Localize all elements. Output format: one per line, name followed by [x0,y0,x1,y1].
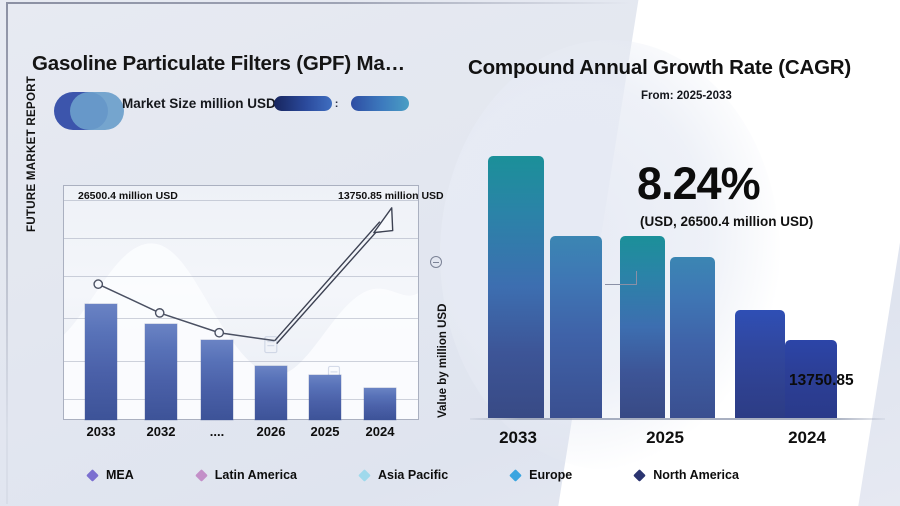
x-label-4: 2025 [310,424,340,439]
x-label-0: 2033 [86,424,116,439]
market-size-legend: Market Size million USD : [122,96,410,111]
bar-2033-primary [488,156,544,418]
legend-diamond-icon [86,468,99,482]
top-border-line [6,2,900,4]
bar-2025 [309,375,341,420]
bar-2032 [145,324,177,420]
bar-2033 [85,304,117,420]
right-chart-title: Compound Annual Growth Rate (CAGR) [468,56,852,79]
bar-2025-primary [620,236,665,418]
trend-line-overlay [93,207,394,345]
x-label-2: .... [209,424,225,439]
x-label-2025: 2025 [646,428,684,447]
market-size-legend-label: Market Size million USD [122,96,276,111]
bar-2024-primary [735,310,785,418]
future-market-report-logo-icon [54,92,124,130]
legend-item-asia-pacific[interactable]: Asia Pacific [358,468,449,482]
gridline [64,276,418,277]
gridline [64,361,418,362]
legend-label: North America [653,468,739,482]
x-label-1: 2032 [146,424,176,439]
bracket-marker [605,271,637,285]
bar-2033-secondary [550,236,602,418]
legend-pill-secondary [351,96,410,111]
left-chart-title: Gasoline Particulate Filters (GPF) Ma… [32,52,405,75]
growth-arrow [274,207,394,345]
gridline [64,200,418,201]
legend-label: MEA [106,468,134,482]
legend-diamond-icon [358,468,371,482]
bar-2025-secondary [670,257,715,418]
right-y-axis-label: Value by million USD [437,303,449,418]
left-caption-start: 26500.4 million USD [78,190,178,202]
legend-item-mea[interactable]: MEA [86,468,134,482]
legend-diamond-icon [633,468,647,482]
gridline [64,399,418,400]
minus-circle-icon [430,256,442,268]
x-label-5: 2024 [365,424,395,439]
right-chart-subtitle: From: 2025-2033 [641,90,732,102]
right-x-axis-line [470,418,885,420]
cagr-note: (USD, 26500.4 million USD) [640,214,814,229]
left-y-axis-label: FUTURE MARKET REPORT [26,75,38,232]
left-x-axis-labels: 2033 2032 .... 2026 2025 2024 [63,424,419,446]
legend-diamond-icon [509,468,523,482]
bar-2024-secondary [785,340,837,418]
cagr-value: 8.24% [637,158,761,209]
bar-mid [201,340,233,420]
bar-2024 [364,388,396,420]
legend-item-latin-america[interactable]: Latin America [194,468,297,482]
legend-item-europe[interactable]: Europe [509,468,573,482]
gridline [64,238,418,239]
legend-diamond-icon [194,468,208,482]
right-chart-bars [470,150,880,418]
bar-2026 [255,366,287,420]
gridline [64,318,418,319]
legend-item-north-america[interactable]: North America [633,468,739,482]
right-x-axis-labels: 2033 2025 2024 [470,428,885,452]
legend-label: Asia Pacific [377,468,449,482]
left-caption-end: 13750.85 million USD [338,190,444,202]
x-label-2024: 2024 [788,428,826,447]
left-chart-bars [63,185,419,420]
legend-separator: : [334,97,339,110]
legend-pill-primary [273,96,332,111]
legend-label: Latin America [214,468,297,482]
right-value-label: 13750.85 [789,372,854,389]
left-border-line [6,2,8,504]
x-label-3: 2026 [256,424,286,439]
x-label-2033: 2033 [499,428,537,447]
legend-label: Europe [529,468,573,482]
region-legend: MEA Latin America Asia Pacific Europe No… [0,460,900,490]
